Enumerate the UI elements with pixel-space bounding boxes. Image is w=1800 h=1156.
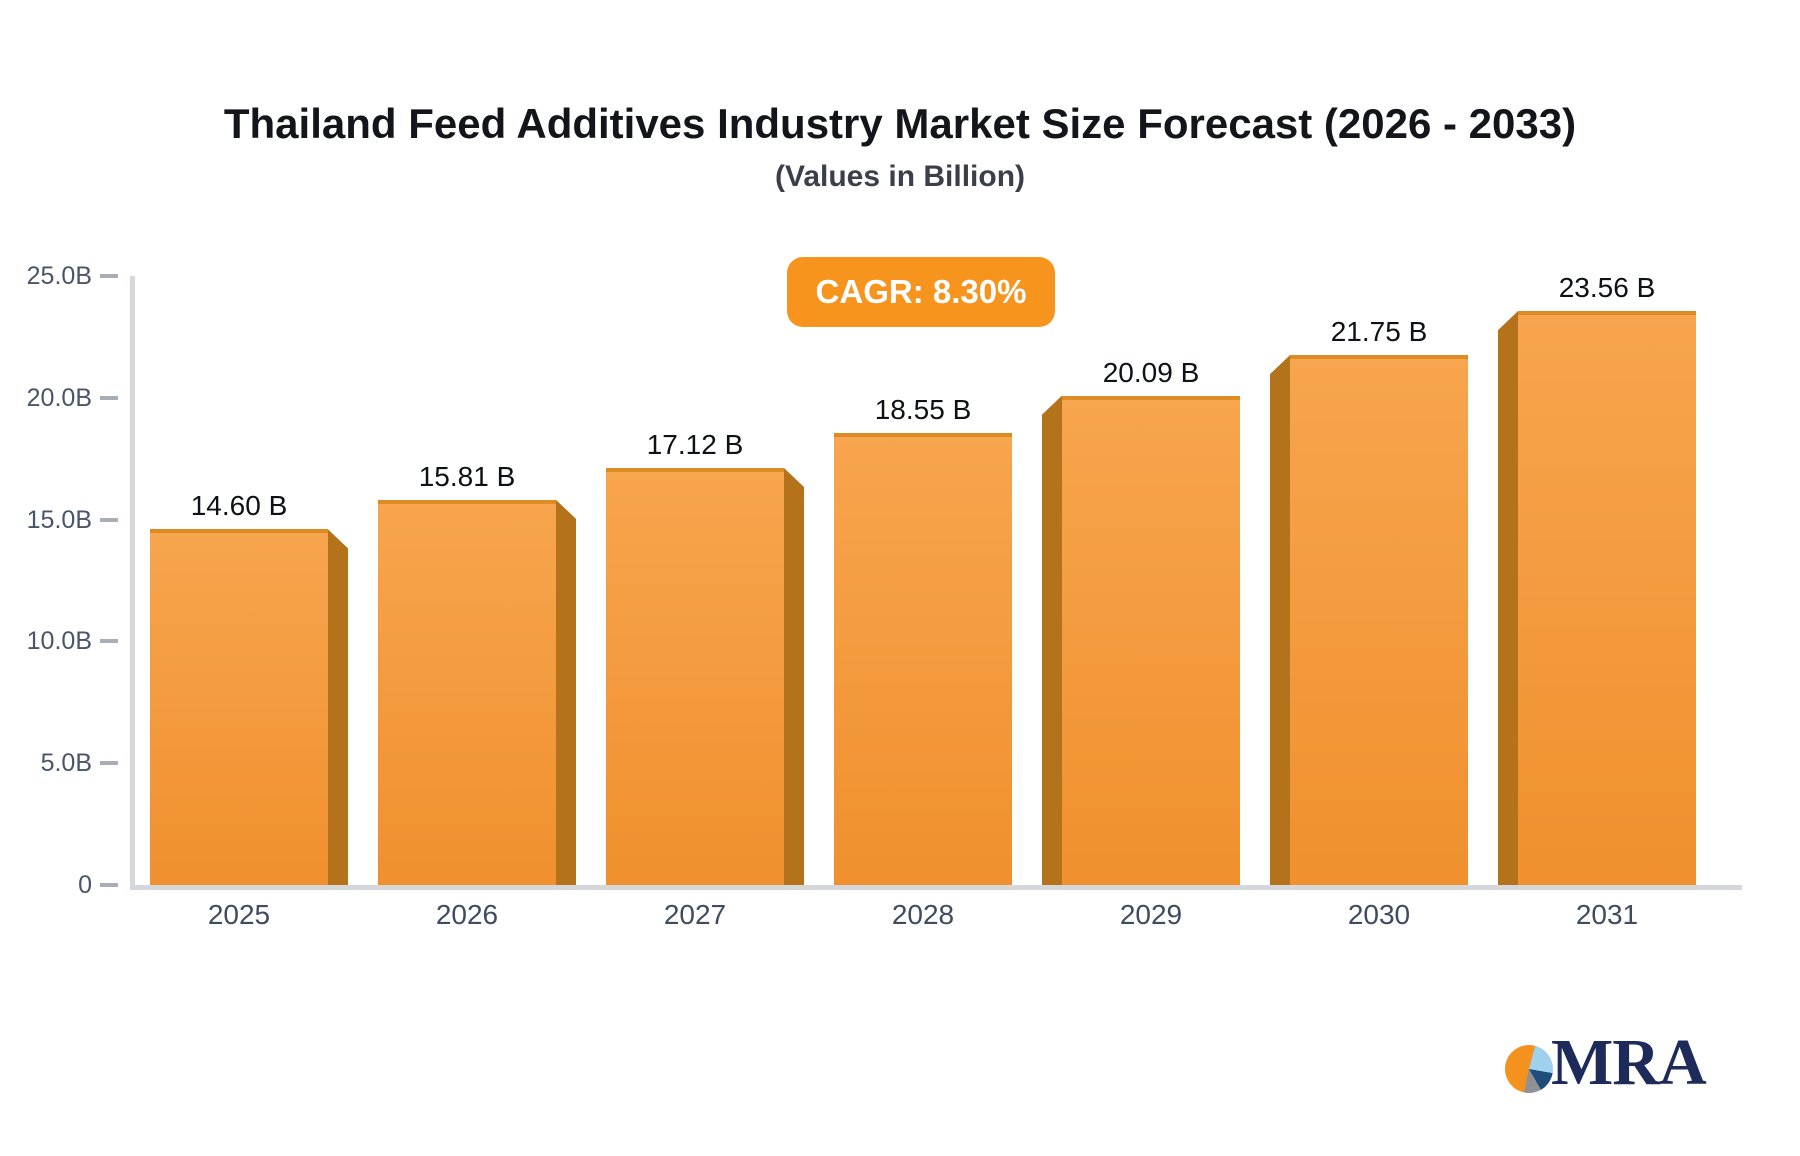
bar-side-face [1042, 395, 1062, 885]
y-axis-tick [100, 517, 118, 522]
y-axis-tick [100, 639, 118, 644]
bar-2028 [834, 433, 1012, 885]
bar-value-label: 14.60 B [190, 490, 288, 522]
bar-side-face [328, 529, 348, 885]
bar-side-face [784, 467, 804, 885]
logo-text: MRA [1551, 1026, 1707, 1099]
y-axis-tick [100, 883, 118, 887]
x-axis-label: 2027 [663, 899, 727, 930]
x-axis-label: 2028 [891, 899, 955, 930]
bar-value-label: 21.75 B [1330, 316, 1428, 348]
x-axis-line [130, 885, 1742, 890]
bar-2030 [1290, 355, 1468, 885]
bar-2031 [1518, 311, 1696, 885]
y-axis-label: 15.0B [26, 505, 92, 534]
cagr-badge: CAGR: 8.30% [787, 257, 1055, 327]
bar-value-label: 20.09 B [1102, 356, 1200, 388]
y-axis-label: 25.0B [26, 262, 92, 290]
x-axis-label: 2031 [1575, 899, 1639, 930]
y-axis-label: 20.0B [26, 383, 92, 412]
x-axis-label: 2025 [207, 899, 271, 930]
x-axis-label: 2026 [435, 899, 499, 930]
y-axis-tick [100, 395, 118, 400]
bar-side-face [1270, 355, 1290, 885]
bar-2029 [1062, 395, 1240, 885]
bar-2025 [150, 529, 328, 885]
chart-title: Thailand Feed Additives Industry Market … [223, 100, 1577, 147]
y-axis-label: 0 [78, 871, 92, 899]
x-axis-label: 2029 [1119, 899, 1183, 930]
chart-subtitle: (Values in Billion) [774, 160, 1026, 193]
bar-side-face [556, 499, 576, 885]
pie-chart-logo-icon [1505, 1045, 1553, 1093]
bar-value-label: 18.55 B [874, 394, 972, 426]
y-axis-line [130, 276, 135, 890]
y-axis-tick [100, 274, 118, 278]
bar-value-label: 23.56 B [1558, 272, 1656, 304]
bar-value-label: 17.12 B [646, 428, 744, 460]
y-axis-label: 5.0B [40, 749, 92, 778]
y-axis-tick [100, 761, 118, 766]
x-axis-label: 2030 [1347, 899, 1411, 930]
bar-side-face [1498, 311, 1518, 885]
bar-2027 [606, 467, 784, 885]
bar-value-label: 15.81 B [418, 460, 516, 492]
bar-2026 [378, 499, 556, 885]
y-axis-label: 10.0B [26, 627, 92, 656]
